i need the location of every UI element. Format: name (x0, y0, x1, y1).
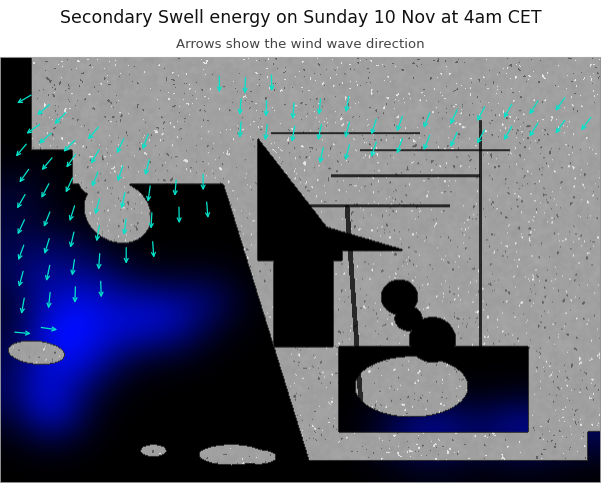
Text: Secondary Swell energy on Sunday 10 Nov at 4am CET: Secondary Swell energy on Sunday 10 Nov … (59, 9, 542, 27)
Text: Arrows show the wind wave direction: Arrows show the wind wave direction (176, 38, 425, 51)
